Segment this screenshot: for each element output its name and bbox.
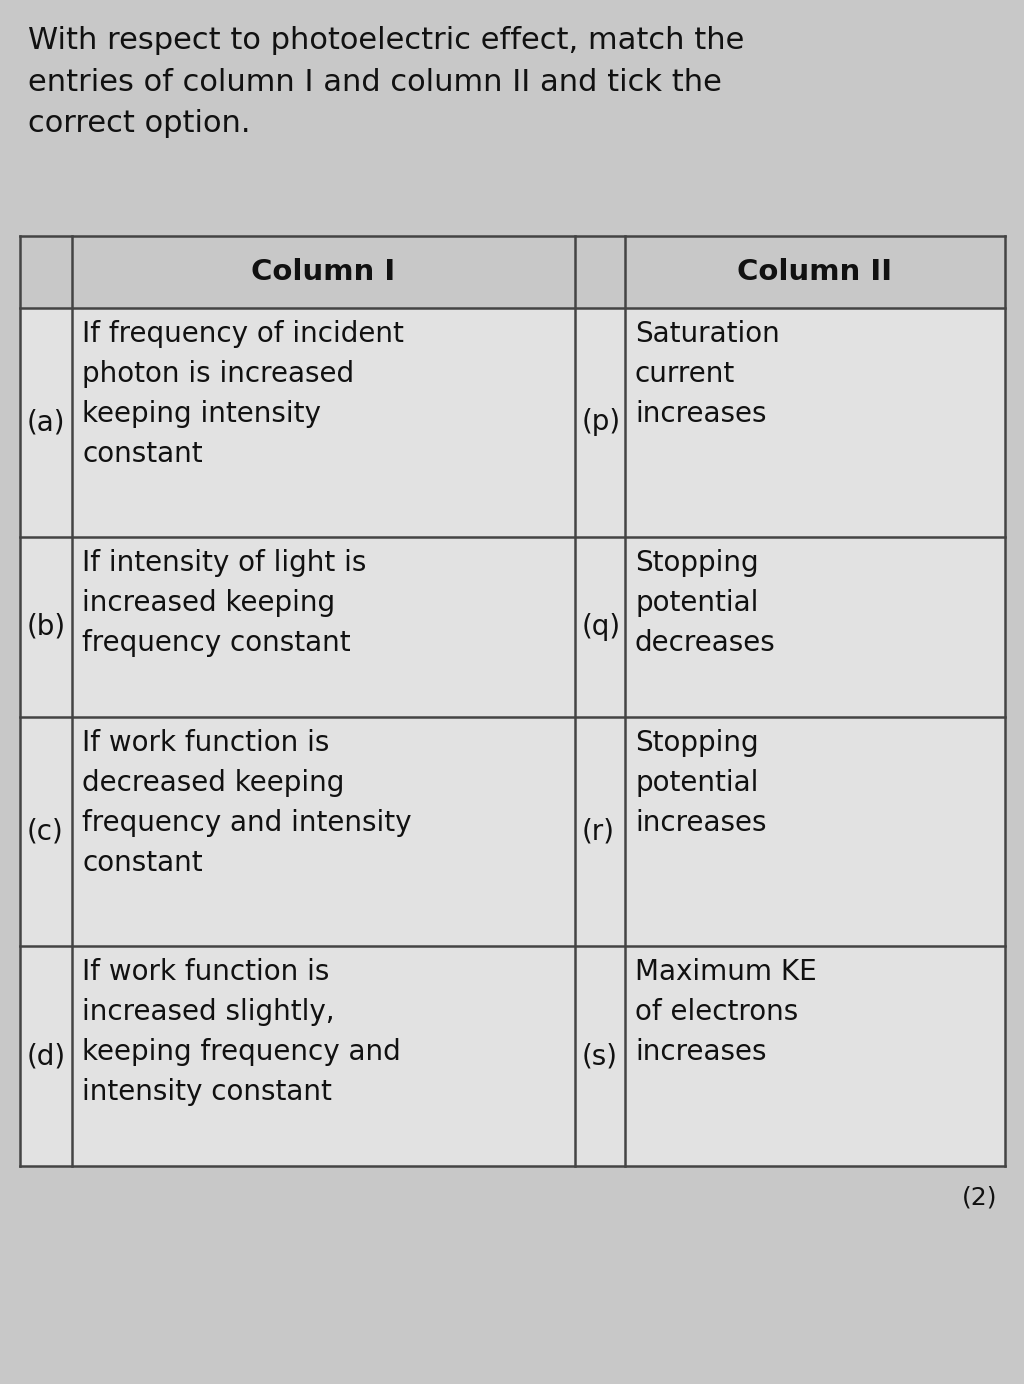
Text: (d): (d) xyxy=(27,1042,67,1070)
Text: Saturation
current
increases: Saturation current increases xyxy=(635,320,779,428)
Text: If work function is
increased slightly,
keeping frequency and
intensity constant: If work function is increased slightly, … xyxy=(82,958,400,1106)
Text: If work function is
decreased keeping
frequency and intensity
constant: If work function is decreased keeping fr… xyxy=(82,729,412,877)
Text: (p): (p) xyxy=(582,408,622,436)
Text: With respect to photoelectric effect, match the
entries of column I and column I: With respect to photoelectric effect, ma… xyxy=(28,26,744,138)
Text: Stopping
potential
increases: Stopping potential increases xyxy=(635,729,767,837)
Text: (q): (q) xyxy=(582,613,622,641)
Text: Column I: Column I xyxy=(251,257,395,286)
Text: (2): (2) xyxy=(962,1186,997,1210)
Text: If frequency of incident
photon is increased
keeping intensity
constant: If frequency of incident photon is incre… xyxy=(82,320,403,468)
Bar xyxy=(20,237,1005,1165)
Text: (a): (a) xyxy=(27,408,66,436)
Text: (c): (c) xyxy=(27,818,63,846)
Text: If intensity of light is
increased keeping
frequency constant: If intensity of light is increased keepi… xyxy=(82,549,367,657)
Bar xyxy=(20,237,1005,309)
Text: (r): (r) xyxy=(582,818,615,846)
Text: (s): (s) xyxy=(582,1042,618,1070)
Text: Stopping
potential
decreases: Stopping potential decreases xyxy=(635,549,776,657)
Text: Column II: Column II xyxy=(737,257,893,286)
Text: Maximum KE
of electrons
increases: Maximum KE of electrons increases xyxy=(635,958,817,1066)
Text: (b): (b) xyxy=(27,613,67,641)
